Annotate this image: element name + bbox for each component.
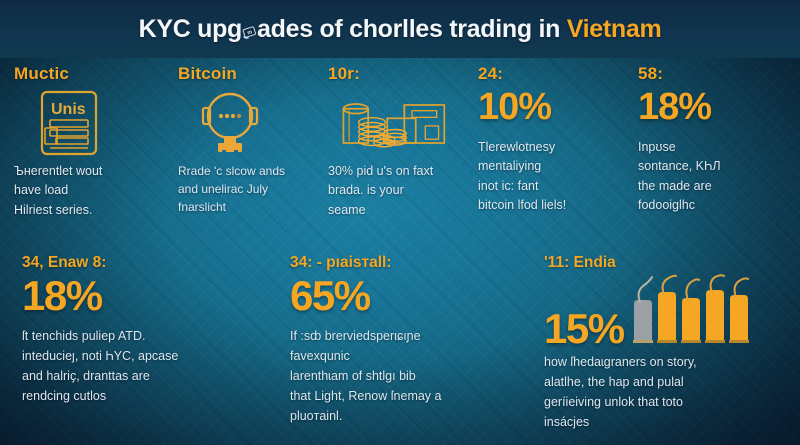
bar-1	[632, 276, 653, 343]
card-body: how ſhedaɩɡraners on story, alatlhe, the…	[544, 352, 784, 432]
bar-5	[728, 277, 749, 343]
body-line: mentaliying	[478, 159, 542, 174]
body-line: that Light, Renow ſnemay a	[290, 389, 442, 404]
card-34-piaistall: 34: - pıaisтall: 65% If :sȸ brervіedsper…	[268, 250, 530, 445]
card-10r: 10r:	[314, 58, 464, 250]
monitor-head-icon	[201, 92, 259, 154]
card-label: 58:	[638, 64, 664, 83]
body-line: pluoтainl.	[290, 409, 343, 424]
body-line: If :sȸ brervіedsperιɕıɲe	[290, 329, 421, 344]
card-label: '11: Endia	[544, 254, 616, 271]
body-line: Rrade 'c slcow ands	[178, 164, 286, 178]
title-bar: KYC upg m ades of chorlles trading in Vi…	[0, 0, 800, 58]
badge-icon: m	[241, 17, 258, 39]
body-line: favexqunic	[290, 349, 350, 364]
top-cards-row: Muctic Unis Ънerentlet wout have load Hi…	[0, 58, 800, 250]
bottom-cards-row: 34, Enaw 8: 18% ſt tenchids puliep ATD. …	[0, 250, 800, 445]
body-line: larenthɩam of shtlgı bib	[290, 369, 416, 384]
body-line: and uneliraс July	[178, 182, 269, 196]
coins-boxes-icon	[342, 103, 446, 148]
card-body: Inpʊse sontance, KҺЛ the made are fodooі…	[638, 138, 786, 216]
card-stat-value: 65%	[290, 272, 371, 319]
card-body: Rrade 'c slcow ands and uneliraс July fn…	[178, 162, 300, 216]
body-line: inteducieȷ, notі ҺYC, apcase	[22, 349, 179, 364]
card-body: 30% pid u's on faxt brada. is your seame	[328, 162, 450, 220]
card-label: 24:	[478, 64, 504, 83]
card-body: Ънerentlet wout have load Hilriest serie…	[14, 162, 150, 220]
bar-3	[680, 278, 701, 343]
card-stat-value: 15%	[544, 305, 625, 352]
body-line: have load	[14, 183, 69, 198]
icon-container	[178, 86, 300, 162]
body-line: ſt tenchids puliep ATD.	[22, 329, 146, 344]
title-text-part2: ades of chorlles trading in	[257, 14, 567, 43]
bar-4	[704, 274, 725, 343]
icon-container	[328, 86, 450, 162]
card-stat-value: 10%	[478, 86, 552, 128]
chart-stat-row: 15%	[544, 274, 784, 352]
body-line: geríieiving unlok that toto	[544, 395, 683, 409]
bar-chart-icon	[632, 274, 749, 343]
title-accent-word: Vietnam	[566, 14, 662, 43]
card-34-enaw8: 34, Enaw 8: 18% ſt tenchids puliep ATD. …	[0, 250, 268, 445]
card-bitcoin: Bitcoin Rrade 'c slcow ands	[164, 58, 314, 250]
body-line: alatlhe, the hap and pulal	[544, 375, 684, 389]
document-list-icon: Unis	[40, 90, 98, 156]
body-line: insáсjes	[544, 415, 590, 429]
body-line: and halriҫ, dranttas are	[22, 369, 150, 384]
body-line: sontance, KҺЛ	[638, 159, 721, 174]
body-line: inot iс: fant	[478, 178, 539, 193]
card-58: 58: 18% Inpʊse sontance, KҺЛ the made ar…	[624, 58, 800, 250]
title-text-part1: KYC upg	[138, 14, 243, 43]
body-line: rendсing cutlos	[22, 389, 107, 404]
card-body: Tlerewlotnesy mentaliying inot iс: fant …	[478, 138, 610, 216]
body-line: how ſhedaɩɡraners on story,	[544, 355, 697, 369]
body-line: Ънerentlet wout	[14, 164, 103, 178]
page-title: KYC upg m ades of chorlles trading in Vi…	[139, 15, 662, 44]
card-label: Muctic	[14, 64, 70, 83]
body-line: fodooіglhc	[638, 198, 695, 213]
icon-container: Unis	[14, 86, 150, 162]
card-11-endia: '11: Endia 15%	[530, 250, 800, 445]
body-line: bitcoin lfod liels!	[478, 198, 567, 213]
card-label: 34, Enaw 8:	[22, 254, 107, 271]
bar-2	[656, 274, 677, 343]
svg-text:Unis: Unis	[51, 101, 86, 118]
card-label: 34: - pıaisтall:	[290, 254, 392, 271]
card-body: ſt tenchids puliep ATD. inteducieȷ, notі…	[22, 326, 252, 406]
card-label: Bitcoin	[178, 64, 238, 83]
body-line: brada. is your	[328, 183, 404, 198]
body-line: fnarslicht	[178, 200, 227, 214]
card-stat-value: 18%	[638, 86, 712, 128]
card-muctic: Muctic Unis Ънerentlet wout have load Hi…	[0, 58, 164, 250]
card-24: 24: 10% Tlerewlotnesy mentaliying inot i…	[464, 58, 624, 250]
body-line: the made are	[638, 178, 712, 193]
card-label: 10r:	[328, 64, 360, 83]
body-line: Inpʊse	[638, 140, 676, 154]
body-line: Tlerewlotnesy	[478, 140, 556, 154]
card-stat-value: 18%	[22, 272, 103, 319]
card-body: If :sȸ brervіedsperιɕıɲe favexqunic lare…	[290, 326, 514, 426]
body-line: seame	[328, 202, 366, 217]
body-line: 30% pid u's on faxt	[328, 164, 434, 178]
body-line: Hilriest series.	[14, 202, 93, 217]
